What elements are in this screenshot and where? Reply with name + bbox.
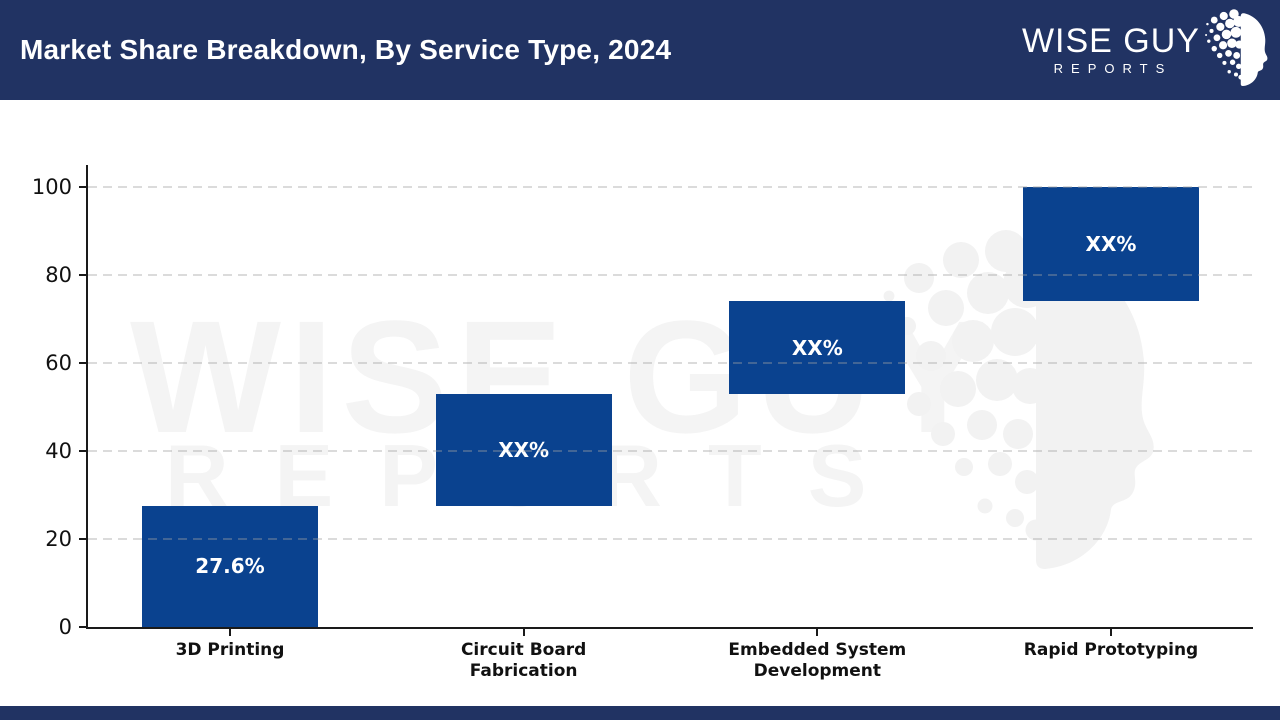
bar-value-label: XX% bbox=[1085, 232, 1137, 257]
y-tick-label-40: 40 bbox=[45, 439, 72, 463]
wise-guy-logo: WISE GUY REPORTS bbox=[1022, 7, 1280, 93]
x-category-label-rapid-prototyping: Rapid Prototyping bbox=[1023, 640, 1199, 660]
y-tick-label-60: 60 bbox=[45, 351, 72, 375]
watermark-head-icon bbox=[865, 220, 1165, 600]
y-tick-label-20: 20 bbox=[45, 527, 72, 551]
bar-value-label: 27.6% bbox=[195, 554, 265, 579]
gridline-40 bbox=[88, 450, 1253, 452]
page-title: Market Share Breakdown, By Service Type,… bbox=[20, 34, 672, 65]
logo-subtitle: REPORTS bbox=[1053, 61, 1173, 76]
y-tick-label-80: 80 bbox=[45, 263, 72, 287]
bar-rapid-prototyping: XX% bbox=[1023, 187, 1199, 302]
y-tick-mark-60 bbox=[79, 362, 88, 364]
y-tick-mark-20 bbox=[79, 538, 88, 540]
y-tick-mark-0 bbox=[79, 626, 88, 628]
bar-circuit-board-fabrication: XX% bbox=[435, 393, 612, 506]
y-axis-line bbox=[86, 165, 88, 629]
y-tick-mark-80 bbox=[79, 274, 88, 276]
x-category-label-embedded-system-development: Embedded System Development bbox=[728, 640, 907, 681]
logo-text: WISE GUY REPORTS bbox=[1022, 24, 1200, 76]
x-category-label-3d-printing: 3D Printing bbox=[175, 640, 285, 660]
bar-value-label: XX% bbox=[791, 335, 843, 360]
y-tick-label-0: 0 bbox=[58, 615, 72, 639]
x-tick-mark-embedded-system-development bbox=[816, 629, 819, 636]
head-profile-icon bbox=[1202, 7, 1270, 93]
y-tick-label-100: 100 bbox=[31, 175, 72, 199]
bar-value-label: XX% bbox=[498, 437, 550, 462]
x-axis-line bbox=[86, 627, 1253, 629]
x-tick-mark-rapid-prototyping bbox=[1110, 629, 1112, 636]
gridline-80 bbox=[88, 274, 1253, 276]
x-tick-mark-circuit-board-fabrication bbox=[522, 629, 525, 636]
gridline-100 bbox=[88, 186, 1253, 188]
gridline-20 bbox=[88, 538, 1253, 540]
logo-wordmark: WISE GUY bbox=[1021, 22, 1200, 60]
y-tick-mark-40 bbox=[79, 450, 88, 452]
footer-band bbox=[0, 706, 1280, 720]
gridline-60 bbox=[88, 362, 1253, 364]
y-tick-mark-100 bbox=[79, 186, 88, 188]
x-tick-mark-3d-printing bbox=[229, 629, 231, 636]
bar-embedded-system-development: XX% bbox=[729, 301, 906, 394]
header-band: Market Share Breakdown, By Service Type,… bbox=[0, 0, 1280, 100]
bar-3d-printing: 27.6% bbox=[142, 505, 318, 627]
x-category-label-circuit-board-fabrication: Circuit Board Fabrication bbox=[460, 640, 587, 681]
